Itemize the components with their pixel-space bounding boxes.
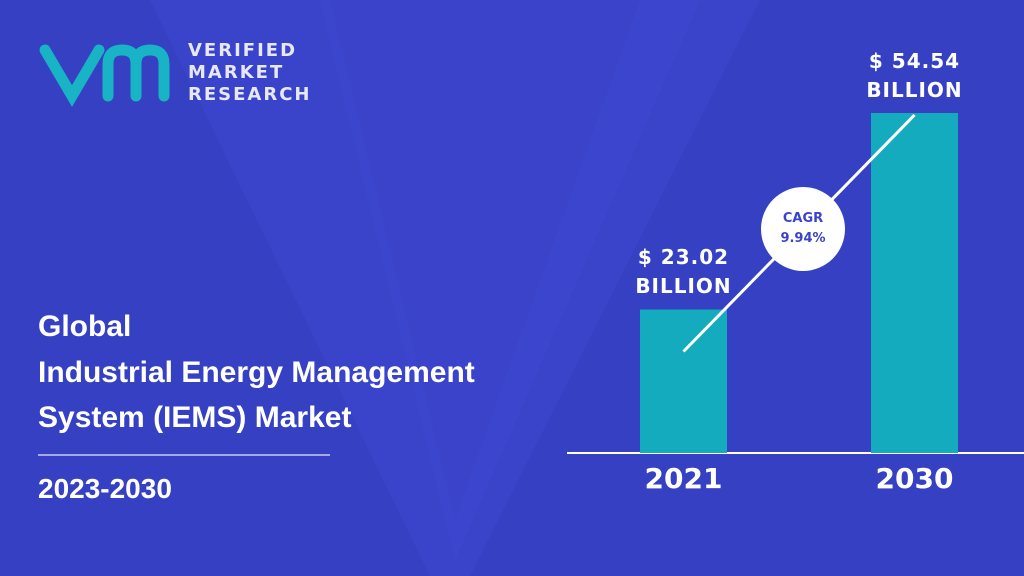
- period: 2023-2030: [38, 473, 172, 504]
- value-label: $ 23.02 BILLION: [635, 245, 732, 299]
- bar: [871, 113, 958, 453]
- logo-mark: [39, 44, 170, 107]
- headline: Industrial Energy Management: [38, 356, 475, 389]
- bg-v: [150, 0, 760, 576]
- x-tick-label: 2030: [875, 462, 954, 495]
- value-label: $ 54.54 BILLION: [866, 49, 963, 102]
- headline: System (IEMS) Market: [38, 401, 352, 434]
- cagr-badge: CAGR 9.94%: [761, 187, 845, 272]
- logo-text: VERIFIED: [188, 40, 298, 61]
- x-tick-label: 2021: [644, 462, 723, 495]
- bar: [640, 309, 727, 453]
- logo-text: RESEARCH: [188, 84, 312, 105]
- headline: Global: [38, 310, 132, 343]
- logo-text: MARKET: [188, 62, 285, 83]
